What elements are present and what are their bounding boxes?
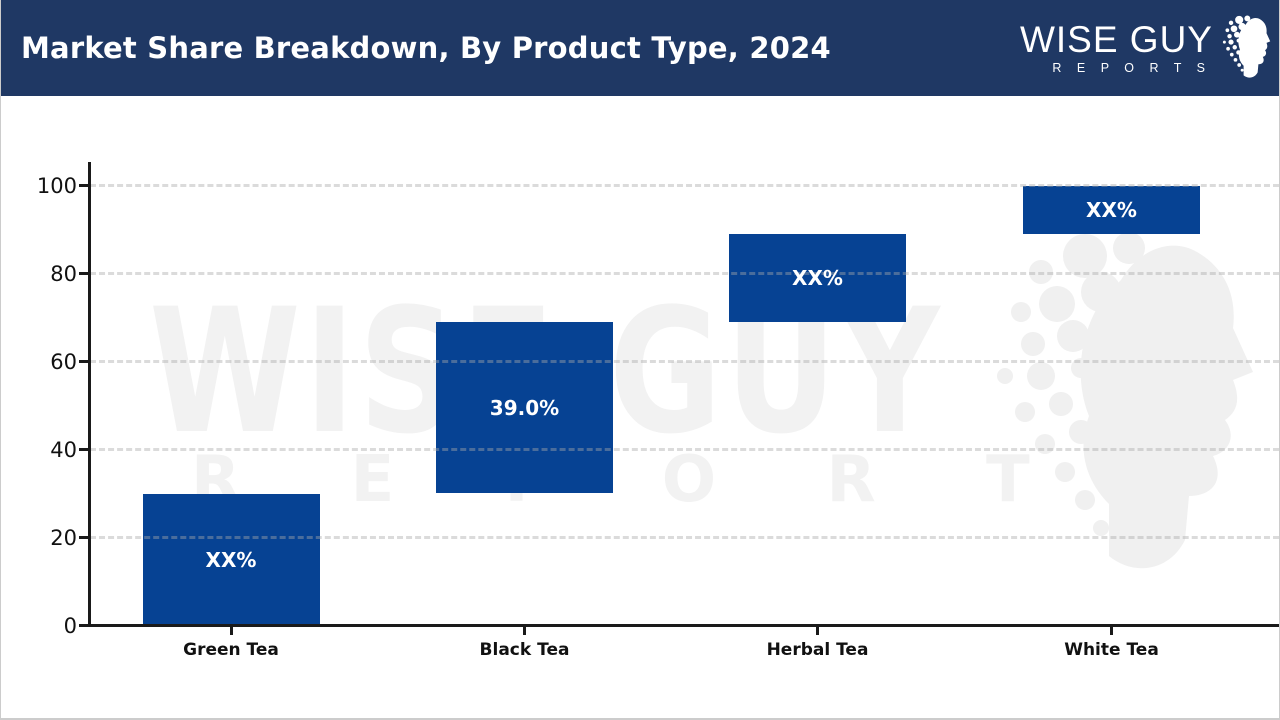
logo-wordmark: WISE GUY — [1019, 19, 1213, 60]
x-axis-line — [88, 624, 1279, 627]
y-tick-mark-20 — [79, 536, 88, 539]
y-tick-mark-40 — [79, 448, 88, 451]
logo-text: WISE GUY R E P O R T S — [1020, 21, 1213, 75]
gridline-40 — [90, 448, 1279, 451]
y-tick-label-40: 40 — [50, 437, 77, 462]
bar-herbal-tea — [729, 233, 906, 322]
y-tick-label-0: 0 — [63, 613, 77, 638]
y-tick-mark-60 — [79, 360, 88, 363]
y-tick-label-100: 100 — [36, 173, 77, 198]
header-bar: Market Share Breakdown, By Product Type,… — [1, 0, 1280, 96]
x-tick-mark-black-tea — [523, 627, 526, 635]
gridline-20 — [90, 536, 1279, 539]
bar-green-tea — [142, 493, 320, 626]
y-tick-label-80: 80 — [50, 261, 77, 286]
x-axis-label-herbal-tea: Herbal Tea — [766, 640, 869, 660]
bar-white-tea — [1023, 185, 1200, 234]
gridline-100 — [90, 184, 1279, 187]
logo-subtitle: R E P O R T S — [1052, 61, 1211, 75]
bar-black-tea — [436, 321, 613, 494]
bar-value-label-black-tea: 39.0% — [489, 395, 560, 420]
bar-value-label-white-tea: XX% — [1086, 197, 1137, 222]
x-axis-label-black-tea: Black Tea — [479, 640, 570, 660]
bar-value-label-green-tea: XX% — [205, 547, 257, 572]
y-tick-label-20: 20 — [50, 525, 77, 550]
y-tick-mark-100 — [79, 184, 88, 187]
y-axis-line — [88, 162, 91, 627]
chart-plot-area: WISE GUY R E P O R T S 0 20 40 60 80 100 XX% 39… — [1, 96, 1279, 718]
x-axis-label-green-tea: Green Tea — [183, 640, 279, 660]
bar-value-label-herbal-tea: XX% — [792, 265, 843, 290]
y-tick-mark-80 — [79, 272, 88, 275]
x-tick-mark-white-tea — [1110, 627, 1113, 635]
wise-guy-reports-logo: WISE GUY R E P O R T S — [1020, 14, 1280, 82]
gridline-80 — [90, 272, 1279, 275]
x-axis-label-white-tea: White Tea — [1064, 640, 1159, 660]
chart-title: Market Share Breakdown, By Product Type,… — [21, 31, 831, 65]
gridline-60 — [90, 360, 1279, 363]
logo-head-icon — [1197, 14, 1271, 82]
watermark-subtitle: R E P O R T S — [191, 443, 1231, 517]
y-tick-label-60: 60 — [50, 349, 77, 374]
x-tick-mark-herbal-tea — [816, 627, 819, 635]
x-tick-mark-green-tea — [229, 627, 233, 635]
y-tick-mark-0 — [79, 624, 88, 627]
